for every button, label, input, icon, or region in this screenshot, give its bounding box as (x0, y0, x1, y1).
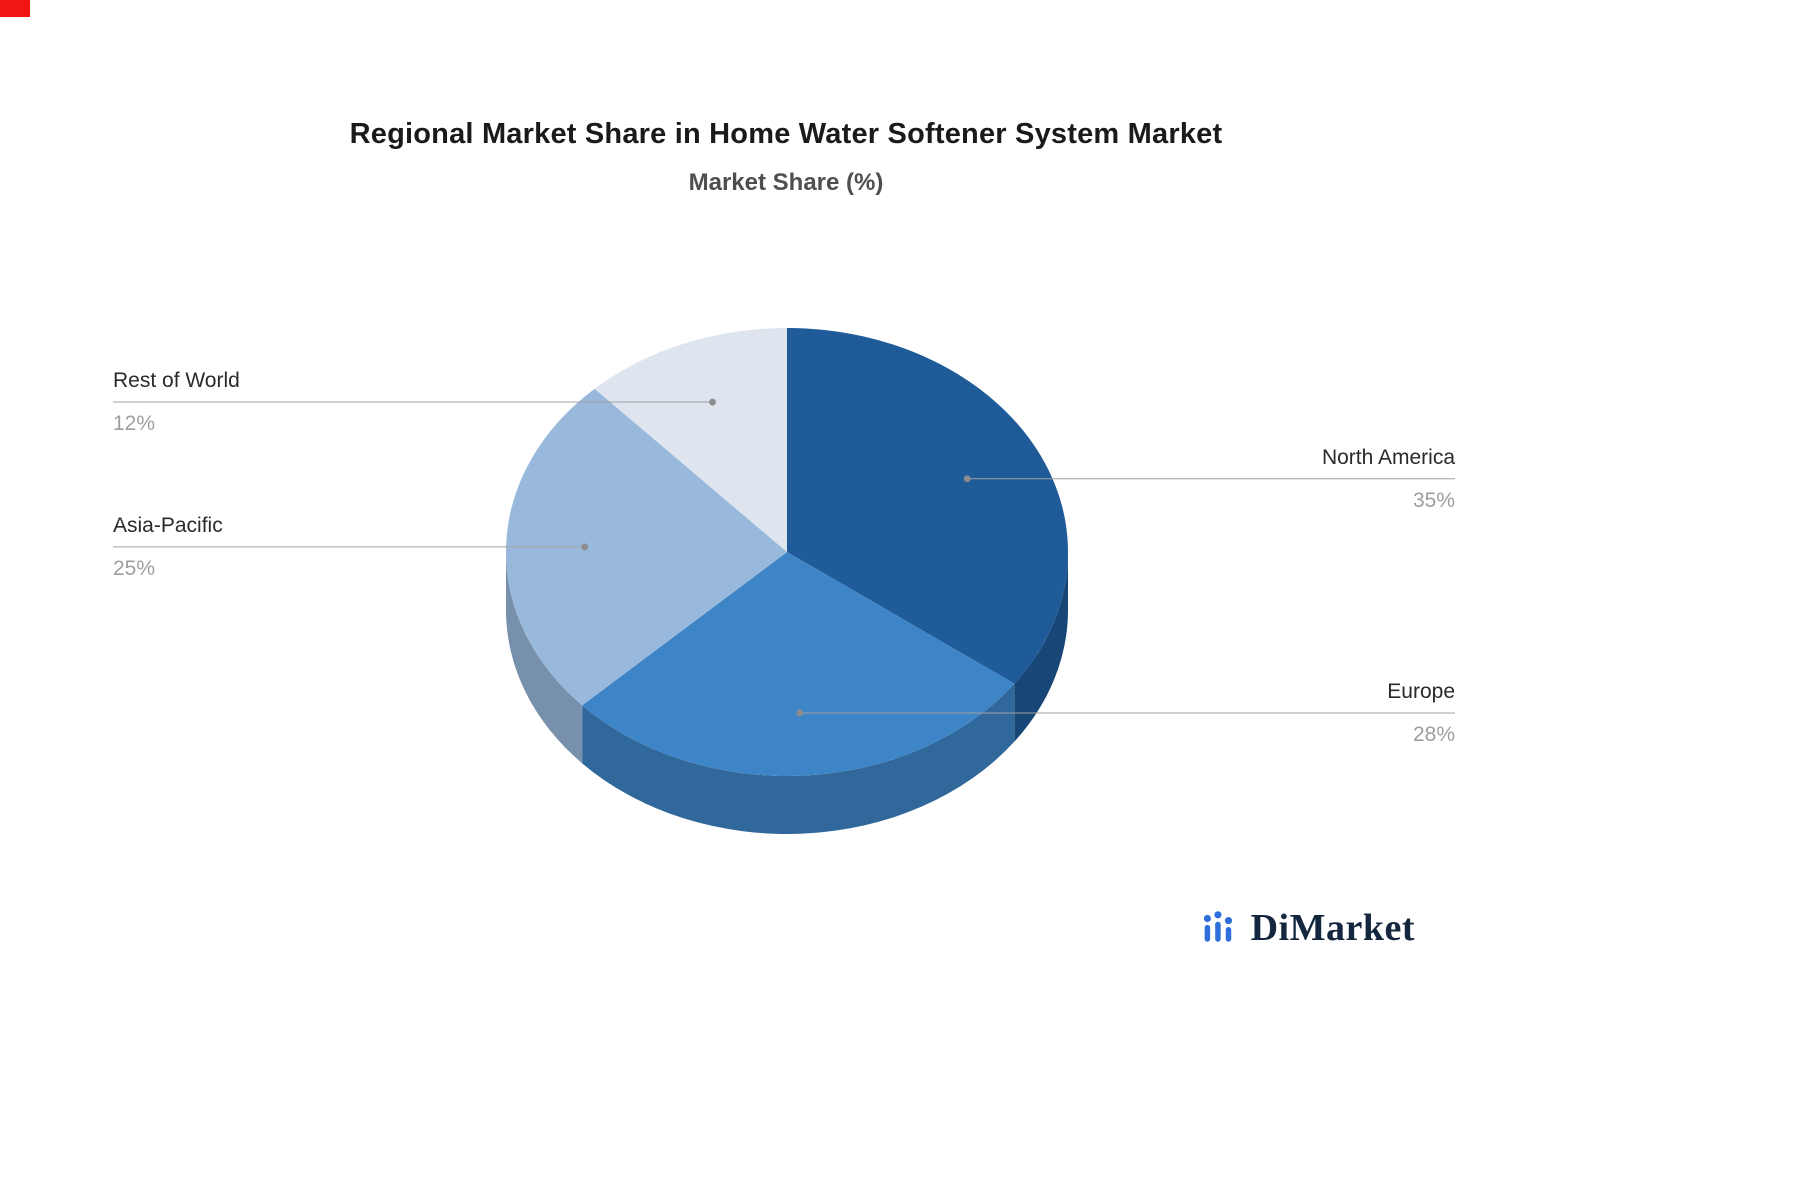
bar-chart-dots-icon (1203, 911, 1232, 942)
pie-slice-north-america (787, 328, 1068, 684)
pie-slice-side-europe (582, 683, 1015, 834)
brand-logo: DiMarket (1200, 906, 1415, 950)
leader-dot-north-america (963, 475, 971, 483)
chart-title: Regional Market Share in Home Water Soft… (349, 118, 1223, 150)
brand-logo-text: DiMarket (1250, 907, 1415, 949)
leader-dot-asia-pacific (581, 543, 589, 551)
pie-slice-europe (582, 552, 1015, 776)
chart-subtitle: Market Share (%) (688, 169, 884, 196)
corner-red-mark (0, 0, 30, 17)
pie-slice-rest-of-world (594, 328, 787, 552)
pie-slice-side-north-america (1014, 552, 1068, 742)
leader-dot-rest-of-world (709, 398, 716, 406)
leader-dot-europe (796, 709, 804, 717)
pie-slice-asia-pacific (505, 388, 787, 706)
pie-slice-side-asia-pacific (506, 552, 583, 764)
